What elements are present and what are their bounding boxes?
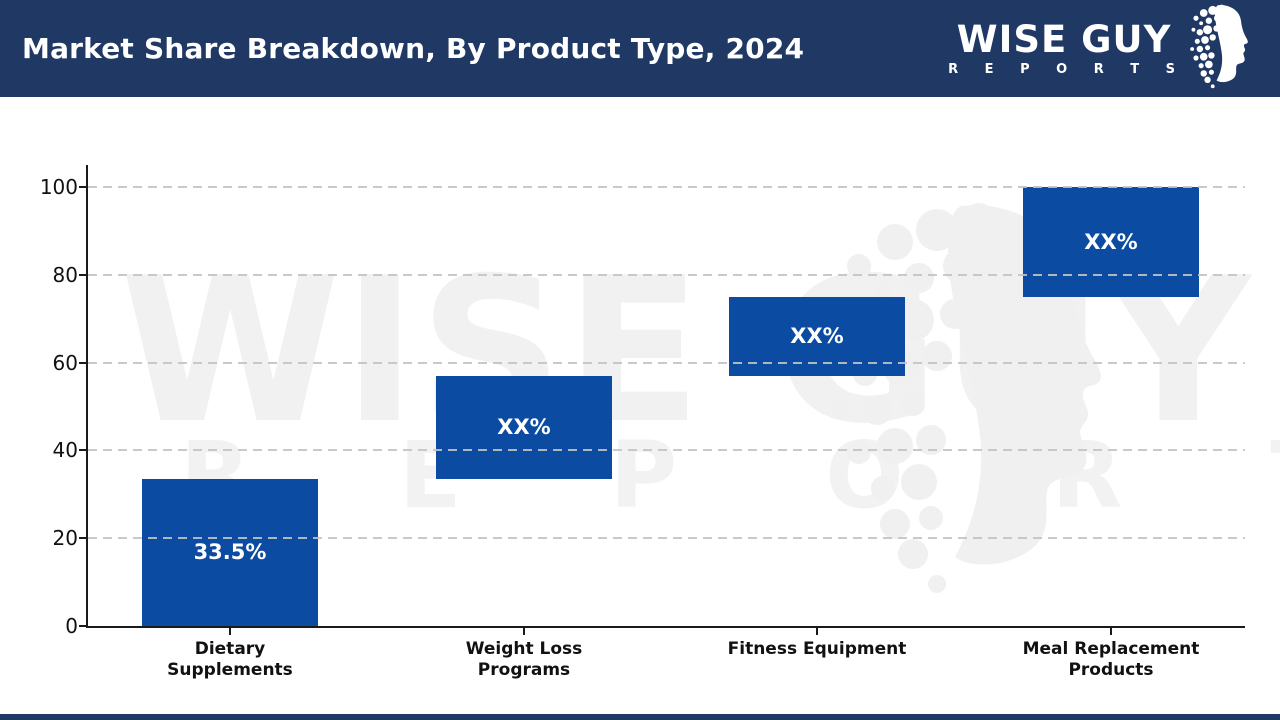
waterfall-bar: XX%: [436, 375, 612, 479]
brand-name: WISE GUY: [956, 17, 1172, 61]
y-axis-tick-mark: [79, 449, 87, 452]
x-axis-label-line: Supplements: [167, 660, 293, 681]
x-axis-label-line: Products: [1068, 660, 1154, 681]
y-axis-tick-mark: [79, 625, 87, 627]
y-axis-tick-mark: [79, 537, 87, 540]
bar-value-label: XX%: [497, 415, 551, 440]
page-title: Market Share Breakdown, By Product Type,…: [22, 32, 805, 65]
bar-value-label: 33.5%: [193, 540, 267, 565]
x-axis-label-line: Meal Replacement: [1022, 639, 1200, 659]
brand-face-icon: [1190, 4, 1248, 88]
y-axis-tick-label: 40: [52, 438, 78, 463]
bar-value-label: XX%: [790, 324, 844, 349]
x-axis-line: [86, 626, 1245, 628]
x-axis-tick-mark: [816, 627, 818, 635]
x-axis-label-line: Programs: [477, 660, 571, 681]
waterfall-bar: XX%: [729, 296, 905, 376]
y-axis-tick-label: 60: [52, 350, 78, 375]
x-axis-category-label: Fitness Equipment: [667, 639, 967, 660]
y-axis-tick-mark: [79, 273, 87, 276]
footer-bar: [0, 714, 1280, 720]
brand-subname: R E P O R T S: [948, 61, 1186, 77]
x-axis-label-line: Dietary: [194, 639, 266, 659]
gridline: [88, 186, 1245, 188]
y-axis-line: [86, 165, 88, 628]
waterfall-bar: 33.5%: [142, 478, 318, 626]
x-axis-category-label: Dietary Supplements: [80, 639, 380, 682]
y-axis-tick-label: 20: [52, 526, 78, 551]
brand-logo-text: WISE GUY R E P O R T S: [942, 21, 1186, 77]
y-axis-tick-label: 0: [65, 614, 78, 638]
y-axis-tick-mark: [79, 361, 87, 364]
y-axis-tick-label: 100: [39, 175, 78, 199]
x-axis-tick-mark: [1110, 627, 1112, 635]
y-axis-tick-label: 80: [52, 262, 78, 287]
header-bar: Market Share Breakdown, By Product Type,…: [0, 0, 1280, 97]
watermark-brand-subname: R E P O R T S: [180, 422, 1280, 529]
x-axis-tick-mark: [229, 627, 231, 635]
x-axis-category-label: Weight Loss Programs: [374, 639, 674, 682]
gridline: [88, 361, 1245, 364]
bar-value-label: XX%: [1084, 229, 1138, 254]
gridline: [88, 537, 1245, 540]
gridline: [88, 273, 1245, 276]
brand-logo: WISE GUY R E P O R T S: [942, 0, 1280, 97]
x-axis-label-line: Weight Loss: [465, 639, 583, 659]
x-axis-tick-mark: [523, 627, 525, 635]
x-axis-label-line: Fitness Equipment: [727, 639, 907, 659]
y-axis-tick-mark: [79, 186, 87, 188]
x-axis-category-label: Meal Replacement Products: [961, 639, 1261, 682]
waterfall-bar: XX%: [1023, 187, 1199, 297]
gridline: [88, 449, 1245, 452]
